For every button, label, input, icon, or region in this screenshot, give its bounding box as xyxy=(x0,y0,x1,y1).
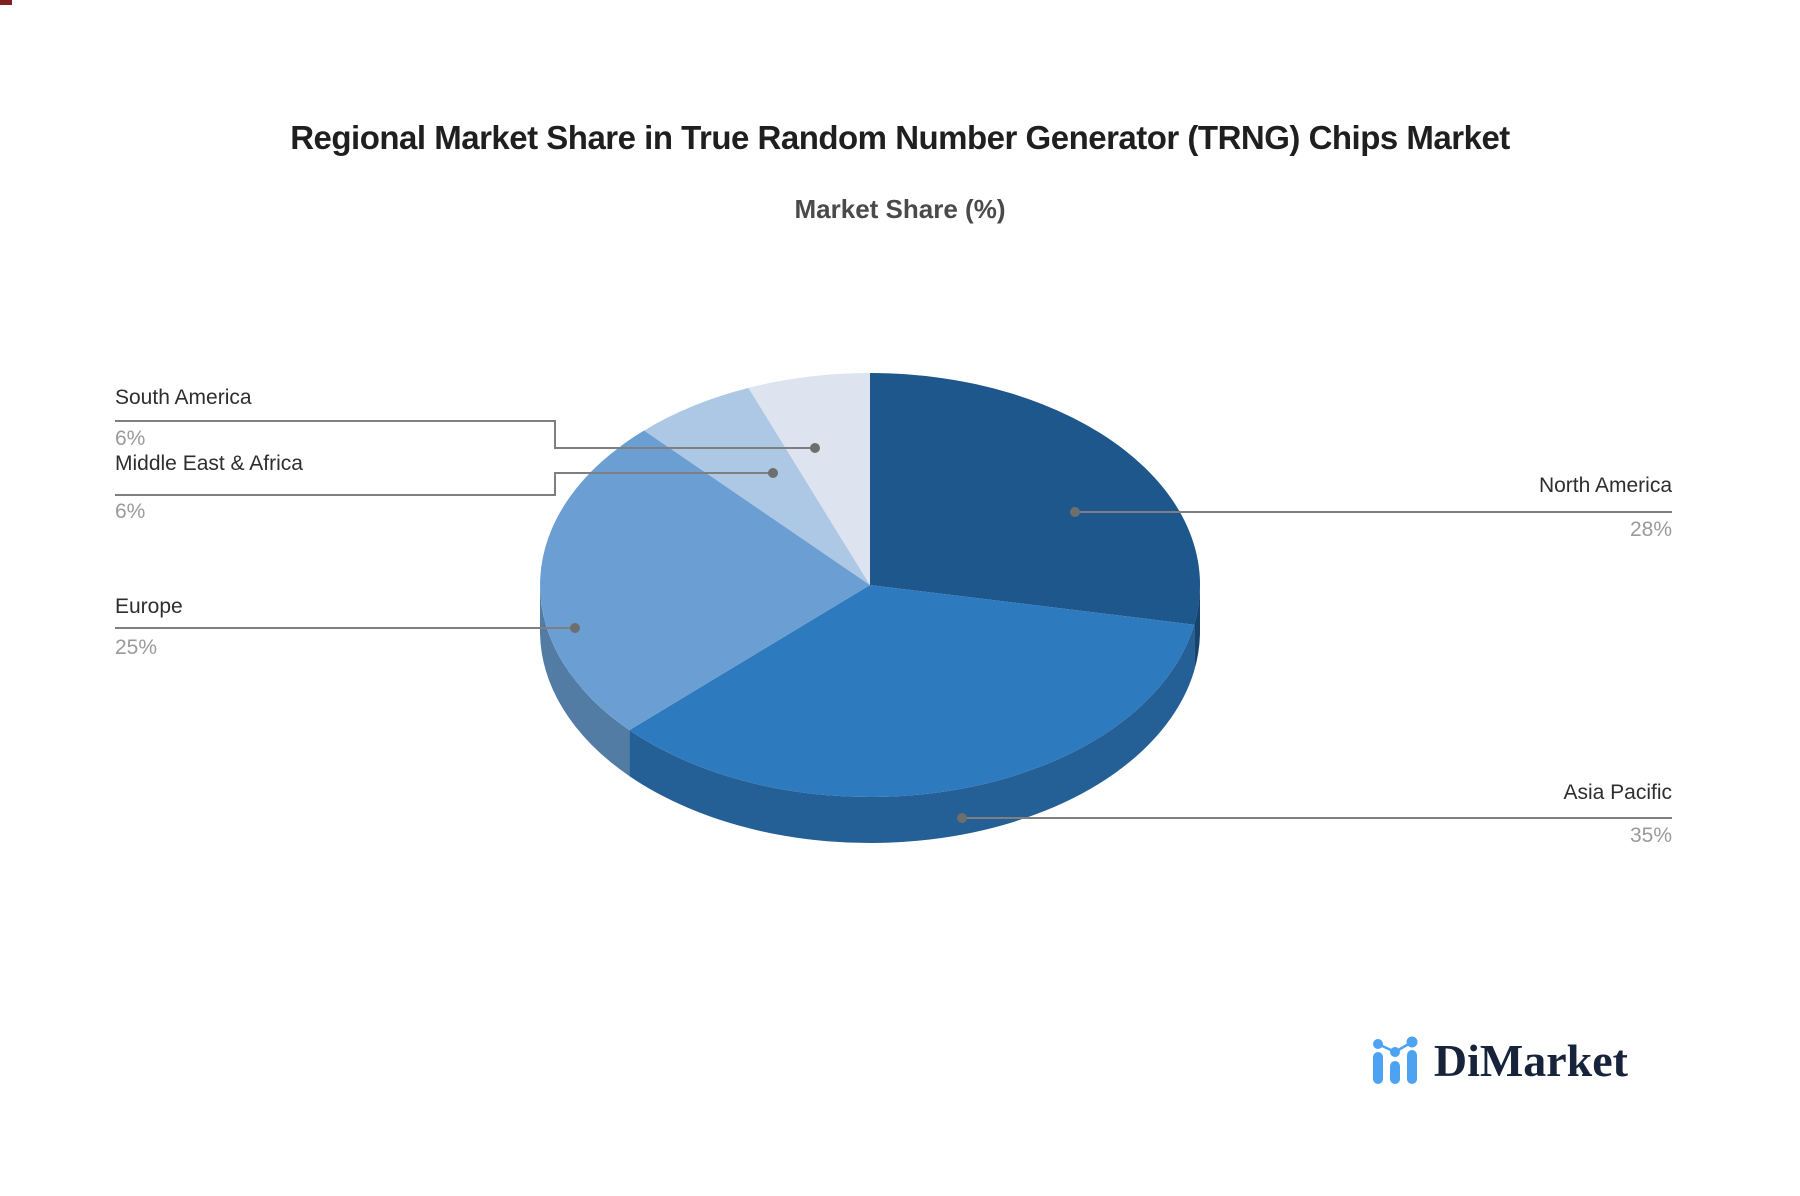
slice-value-europe: 25% xyxy=(115,636,158,659)
chart-title: Regional Market Share in True Random Num… xyxy=(290,119,1510,156)
slice-value-south-america: 6% xyxy=(115,427,146,450)
slice-label-middle-east-africa: Middle East & Africa xyxy=(115,452,303,475)
slice-label-south-america: South America xyxy=(115,386,252,409)
logo-text: DiMarket xyxy=(1433,1035,1628,1086)
slice-label-europe: Europe xyxy=(115,595,183,618)
chart-subtitle: Market Share (%) xyxy=(794,194,1006,224)
slice-value-middle-east-africa: 6% xyxy=(115,500,146,523)
slice-value-north-america: 28% xyxy=(1629,518,1672,541)
dimarket-logo: DiMarket xyxy=(1370,1036,1628,1086)
slice-label-asia-pacific: Asia Pacific xyxy=(1563,781,1672,804)
slice-value-asia-pacific: 35% xyxy=(1629,824,1672,847)
bar-chart-trend-icon xyxy=(1372,1036,1418,1084)
slice-label-north-america: North America xyxy=(1538,474,1672,497)
screen-corner-artifact xyxy=(0,0,12,5)
